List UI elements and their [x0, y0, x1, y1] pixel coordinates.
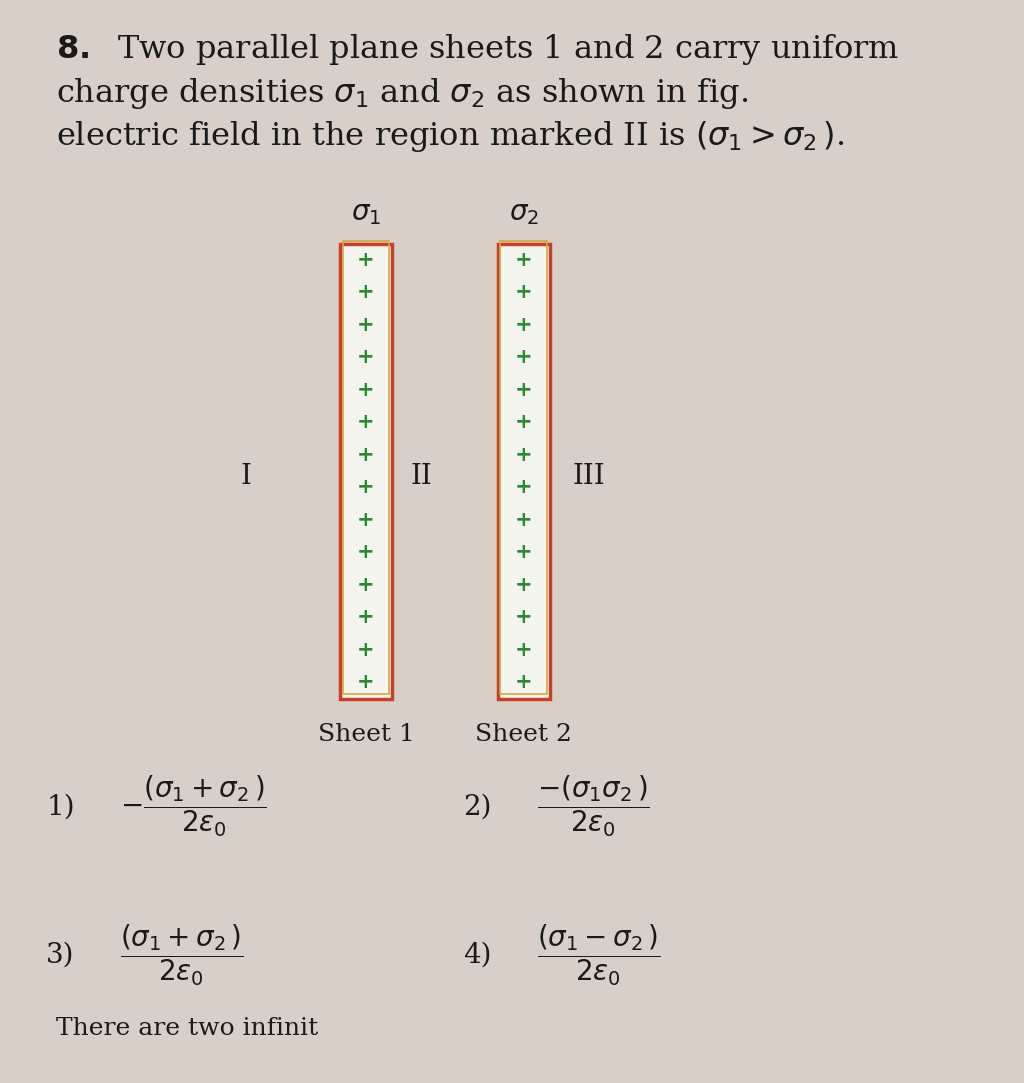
Text: +: + [515, 348, 532, 367]
Text: +: + [515, 575, 532, 595]
Text: +: + [357, 608, 375, 627]
Text: +: + [357, 445, 375, 465]
Text: III: III [572, 464, 605, 490]
Text: +: + [357, 413, 375, 432]
Text: Sheet 1: Sheet 1 [317, 723, 415, 746]
Text: electric field in the region marked II is $(\sigma_1 > \sigma_2\,)$.: electric field in the region marked II i… [55, 119, 844, 154]
Text: +: + [357, 283, 375, 302]
Text: +: + [515, 250, 532, 270]
Text: +: + [357, 510, 375, 530]
Text: 3): 3) [46, 942, 75, 968]
Text: +: + [357, 575, 375, 595]
Text: There are two infinit: There are two infinit [55, 1017, 317, 1040]
Bar [343, 242, 389, 694]
Bar [498, 244, 550, 699]
Text: $\dfrac{(\sigma_1 + \sigma_2\,)}{2\varepsilon_0}$: $\dfrac{(\sigma_1 + \sigma_2\,)}{2\varep… [121, 923, 244, 988]
Text: I: I [241, 464, 251, 490]
Text: 1): 1) [46, 794, 75, 820]
Text: $\mathbf{8.}$  Two parallel plane sheets 1 and 2 carry uniform: $\mathbf{8.}$ Two parallel plane sheets … [55, 32, 899, 67]
Text: +: + [515, 283, 532, 302]
Text: $\dfrac{(\sigma_1 - \sigma_2\,)}{2\varepsilon_0}$: $\dfrac{(\sigma_1 - \sigma_2\,)}{2\varep… [538, 923, 662, 988]
Text: +: + [357, 673, 375, 692]
Text: 2): 2) [463, 794, 492, 820]
Text: +: + [357, 250, 375, 270]
Text: $\sigma_1$: $\sigma_1$ [351, 200, 381, 227]
Bar [501, 242, 547, 694]
Text: +: + [357, 543, 375, 562]
Text: +: + [357, 380, 375, 400]
Text: +: + [515, 445, 532, 465]
Text: +: + [357, 348, 375, 367]
Text: +: + [357, 478, 375, 497]
Bar [340, 244, 392, 699]
Text: +: + [515, 510, 532, 530]
Text: 4): 4) [463, 942, 492, 968]
Text: $-\dfrac{(\sigma_1 + \sigma_2\,)}{2\varepsilon_0}$: $-\dfrac{(\sigma_1 + \sigma_2\,)}{2\vare… [121, 774, 267, 839]
Text: $\dfrac{-(\sigma_1\sigma_2\,)}{2\varepsilon_0}$: $\dfrac{-(\sigma_1\sigma_2\,)}{2\varepsi… [538, 774, 650, 839]
Text: +: + [515, 315, 532, 335]
Text: +: + [515, 413, 532, 432]
Text: +: + [515, 640, 532, 660]
Text: +: + [515, 673, 532, 692]
Text: +: + [357, 640, 375, 660]
Text: charge densities $\sigma_1$ and $\sigma_2$ as shown in fig.: charge densities $\sigma_1$ and $\sigma_… [55, 76, 748, 110]
Text: +: + [515, 608, 532, 627]
Text: +: + [515, 380, 532, 400]
Text: +: + [515, 543, 532, 562]
Text: $\sigma_2$: $\sigma_2$ [509, 200, 539, 227]
Text: +: + [357, 315, 375, 335]
Text: II: II [411, 464, 432, 490]
Text: +: + [515, 478, 532, 497]
Text: Sheet 2: Sheet 2 [475, 723, 572, 746]
